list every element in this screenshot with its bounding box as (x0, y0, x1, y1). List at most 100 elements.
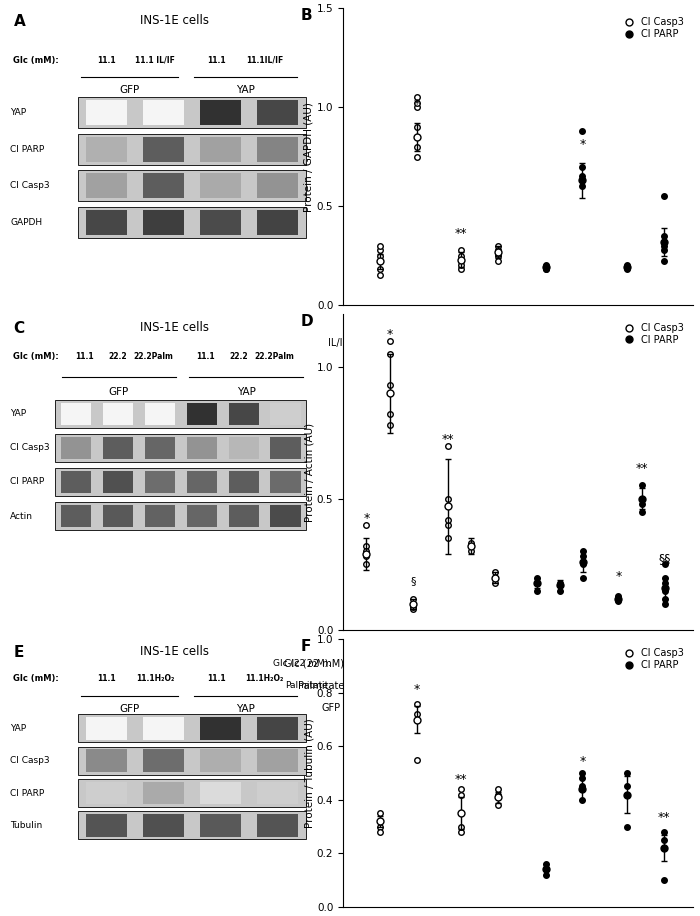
Bar (78, 170, 307, 202)
Text: -: - (535, 659, 538, 669)
Bar (187, 403, 217, 425)
Bar (78, 812, 307, 839)
Text: -: - (535, 681, 538, 691)
Text: *: * (363, 512, 370, 526)
Text: Cl Casp3: Cl Casp3 (10, 181, 50, 191)
Text: YAP: YAP (635, 367, 655, 377)
Text: GFP: GFP (553, 367, 575, 377)
Bar (143, 100, 184, 125)
Text: *: * (615, 571, 622, 583)
Text: 11.1: 11.1 (75, 352, 94, 361)
Text: +: + (491, 659, 498, 669)
Bar (258, 814, 298, 836)
Text: Cl Casp3: Cl Casp3 (10, 443, 50, 453)
Text: +: + (580, 659, 587, 669)
Bar (55, 399, 307, 428)
Text: GAPDH: GAPDH (10, 218, 42, 227)
Bar (86, 749, 127, 772)
Text: -: - (559, 681, 561, 691)
Text: -: - (365, 659, 368, 669)
Text: +: + (409, 681, 417, 691)
Text: GFP: GFP (387, 367, 409, 377)
Text: -: - (617, 659, 620, 669)
Bar (61, 471, 91, 493)
Bar (200, 717, 242, 740)
Bar (187, 437, 217, 459)
Text: +: + (579, 659, 587, 669)
Bar (103, 471, 133, 493)
Text: +: + (386, 659, 393, 669)
Bar (270, 505, 300, 528)
Text: +: + (409, 681, 417, 691)
Text: GFP: GFP (108, 387, 129, 397)
Bar (61, 403, 91, 425)
Bar (78, 779, 307, 807)
Text: Glc (mM):: Glc (mM): (13, 56, 60, 65)
Y-axis label: Protein / Actin (AU): Protein / Actin (AU) (304, 422, 314, 522)
Bar (86, 136, 127, 162)
Text: +: + (659, 338, 668, 348)
Bar (229, 437, 259, 459)
Bar (258, 717, 298, 740)
Bar (229, 505, 259, 528)
Bar (145, 505, 175, 528)
Text: -: - (625, 338, 629, 348)
Bar (187, 471, 217, 493)
Text: +: + (578, 338, 587, 348)
Text: D: D (301, 314, 314, 329)
Text: -: - (470, 681, 473, 691)
Text: YAP: YAP (461, 703, 482, 713)
Text: -: - (388, 681, 391, 691)
Text: INS-1E cells: INS-1E cells (140, 14, 209, 27)
Text: -: - (617, 659, 620, 669)
Text: YAP: YAP (635, 365, 655, 375)
Text: -: - (446, 659, 450, 669)
Bar (200, 100, 242, 125)
Text: +: + (467, 659, 475, 669)
Bar (143, 136, 184, 162)
Bar (86, 100, 127, 125)
Text: Cl PARP: Cl PARP (10, 789, 45, 798)
Bar (86, 717, 127, 740)
Text: -: - (535, 681, 538, 691)
Bar (78, 747, 307, 775)
Text: **: ** (454, 227, 467, 240)
Bar (143, 210, 184, 235)
Text: 11.1: 11.1 (97, 674, 116, 683)
Bar (78, 207, 307, 238)
Y-axis label: Protein / Tubulin (AU): Protein / Tubulin (AU) (304, 718, 314, 828)
Text: Glc (mM):: Glc (mM): (13, 674, 60, 683)
Bar (86, 814, 127, 836)
Text: +: + (412, 338, 421, 348)
Text: 11.1: 11.1 (97, 56, 116, 65)
Text: Palmitate:: Palmitate: (286, 681, 331, 690)
Bar (61, 505, 91, 528)
Text: +: + (491, 681, 498, 691)
Bar (103, 505, 133, 528)
Text: YAP: YAP (10, 724, 27, 733)
Bar (229, 403, 259, 425)
Bar (258, 781, 298, 804)
Bar (258, 749, 298, 772)
Text: -: - (617, 681, 620, 691)
Text: GFP: GFP (119, 85, 139, 95)
Bar (143, 749, 184, 772)
Bar (86, 781, 127, 804)
Text: INS-1E cells: INS-1E cells (140, 321, 209, 333)
Bar (200, 136, 242, 162)
Text: YAP: YAP (237, 387, 256, 397)
Text: +: + (638, 659, 646, 669)
Bar (229, 471, 259, 493)
Bar (103, 437, 133, 459)
Text: Cl Casp3: Cl Casp3 (10, 757, 50, 765)
Bar (143, 781, 184, 804)
Text: 22.2: 22.2 (230, 352, 248, 361)
Text: -: - (446, 681, 450, 691)
Text: **: ** (454, 773, 467, 787)
Text: -: - (640, 681, 643, 691)
Text: IL/IF:: IL/IF: (328, 338, 351, 348)
Text: -: - (447, 681, 449, 691)
Bar (270, 471, 300, 493)
Text: +: + (661, 659, 669, 669)
Text: -: - (447, 659, 449, 669)
